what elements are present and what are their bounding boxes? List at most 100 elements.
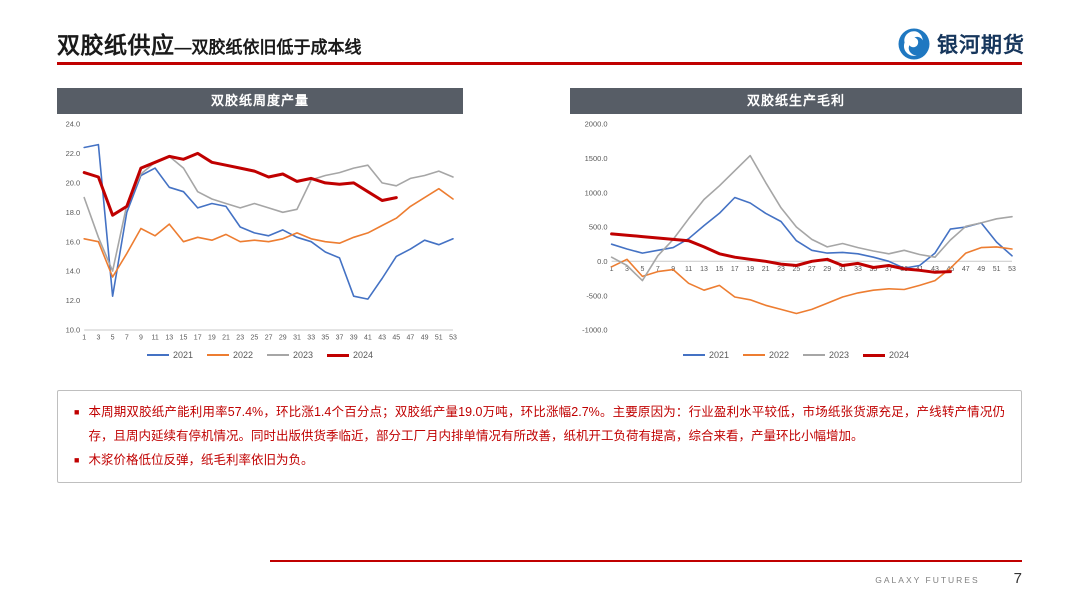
series-2024-line [82,151,398,217]
svg-text:13: 13 [700,266,708,273]
svg-text:11: 11 [151,335,158,342]
svg-text:500.0: 500.0 [589,223,608,232]
gross-profit-chart-canvas: -1000.0 -500.0 0.0 500.0 1000.0 1500.0 2000.0 1… [570,114,1022,346]
svg-text:31: 31 [839,266,847,273]
svg-text:21: 21 [762,266,770,273]
svg-text:9: 9 [139,335,143,342]
page-title-sub: —双胶纸依旧低于成本线 [174,38,362,57]
legend-label: 2022 [768,350,789,360]
legend-label: 2023 [829,350,850,360]
svg-text:0.0: 0.0 [597,257,607,266]
chart-title-weekly-output: 双胶纸周度产量 [57,88,463,114]
svg-text:49: 49 [421,335,429,342]
legend-label: 2024 [889,350,910,360]
svg-text:43: 43 [931,266,939,273]
legend-item-2023: 2023 [267,350,313,360]
series-2024-line [610,232,952,274]
svg-text:2000.0: 2000.0 [585,120,608,129]
series-2022-line [83,187,454,278]
svg-text:15: 15 [180,335,188,342]
legend-item-2024: 2024 [863,350,909,360]
svg-text:47: 47 [407,335,415,342]
svg-text:49: 49 [977,266,985,273]
legend-label: 2022 [232,350,253,360]
legend-item-2021: 2021 [146,350,193,360]
svg-text:3: 3 [625,266,629,273]
chart-title-gross-profit: 双胶纸生产毛利 [570,88,1022,114]
svg-text:23: 23 [777,266,785,273]
page-title-main: 双胶纸供应 [57,32,175,58]
footer: GALAXY FUTURES 7 [875,570,1022,587]
bullet-item: ■ 本周期双胶纸产能利用率57.4%，环比涨1.4个百分点；双胶纸产量19.0万… [74,401,1005,449]
svg-text:1: 1 [82,335,86,342]
svg-text:25: 25 [251,335,259,342]
svg-text:14.0: 14.0 [66,267,81,276]
svg-text:29: 29 [823,266,831,273]
svg-text:12.0: 12.0 [66,296,81,305]
svg-text:-1000.0: -1000.0 [582,326,607,335]
svg-text:27: 27 [808,266,816,273]
gross-profit-chart-legend: 2021 2022 2023 2024 [570,346,1022,364]
series-2021-line [610,196,1013,269]
svg-text:31: 31 [293,335,301,342]
svg-text:37: 37 [885,266,893,273]
galaxy-logo-icon [898,28,930,60]
legend-label: 2024 [353,350,374,360]
svg-text:22.0: 22.0 [66,149,81,158]
page-number: 7 [1013,570,1022,587]
series-2023-line [83,155,454,272]
legend-label: 2021 [708,350,729,360]
bullet-text: 木浆价格低位反弹，纸毛利率依旧为负。 [88,452,314,467]
bullet-item: ■ 木浆价格低位反弹，纸毛利率依旧为负。 [74,449,1005,473]
svg-text:7: 7 [125,335,129,342]
svg-text:53: 53 [1008,266,1016,273]
legend-item-2023: 2023 [803,350,849,360]
svg-text:45: 45 [947,266,955,273]
svg-text:5: 5 [640,266,644,273]
svg-text:10.0: 10.0 [66,326,81,335]
svg-text:37: 37 [336,335,344,342]
legend-item-2022: 2022 [742,350,789,360]
svg-text:1: 1 [610,266,614,273]
commentary-box: ■ 本周期双胶纸产能利用率57.4%，环比涨1.4个百分点；双胶纸产量19.0万… [57,390,1022,484]
svg-text:15: 15 [716,266,724,273]
svg-text:1000.0: 1000.0 [585,188,608,197]
svg-text:20.0: 20.0 [66,179,81,188]
svg-text:17: 17 [731,266,739,273]
svg-text:35: 35 [870,266,878,273]
weekly-output-chart-canvas: 10.012.014.016.018.020.022.024.01 3 5 7 9 11 1… [57,114,463,346]
svg-text:24.0: 24.0 [66,120,81,129]
svg-text:5: 5 [111,335,115,342]
svg-text:39: 39 [350,335,358,342]
svg-text:-500.0: -500.0 [586,291,607,300]
svg-text:1500.0: 1500.0 [585,154,608,163]
legend-label: 2021 [172,350,193,360]
svg-text:51: 51 [435,335,443,342]
svg-text:17: 17 [194,335,202,342]
legend-item-2022: 2022 [206,350,253,360]
svg-text:33: 33 [854,266,862,273]
footer-divider [270,560,1022,562]
bullet-marker-icon: ■ [74,454,80,465]
svg-text:19: 19 [746,266,754,273]
chart-panel-weekly-output: 双胶纸周度产量 10.0 12.0 14.0 16.0 18.0 20.0 22.0 24.0… [57,88,463,364]
svg-text:41: 41 [364,335,372,342]
svg-text:27: 27 [265,335,273,342]
svg-text:19: 19 [208,335,216,342]
bullet-marker-icon: ■ [74,407,80,417]
svg-text:35: 35 [321,335,329,342]
svg-text:29: 29 [279,335,287,342]
svg-text:33: 33 [307,335,315,342]
legend-item-2024: 2024 [327,350,373,360]
svg-text:47: 47 [962,266,970,273]
svg-text:53: 53 [449,335,457,342]
title-divider [57,62,1022,65]
company-logo: 银河期货 [898,28,1025,60]
svg-text:23: 23 [236,335,244,342]
svg-text:3: 3 [96,335,100,342]
svg-text:51: 51 [993,266,1001,273]
footer-brand: GALAXY FUTURES [875,575,980,585]
svg-text:11: 11 [685,266,692,273]
svg-text:45: 45 [392,335,400,342]
